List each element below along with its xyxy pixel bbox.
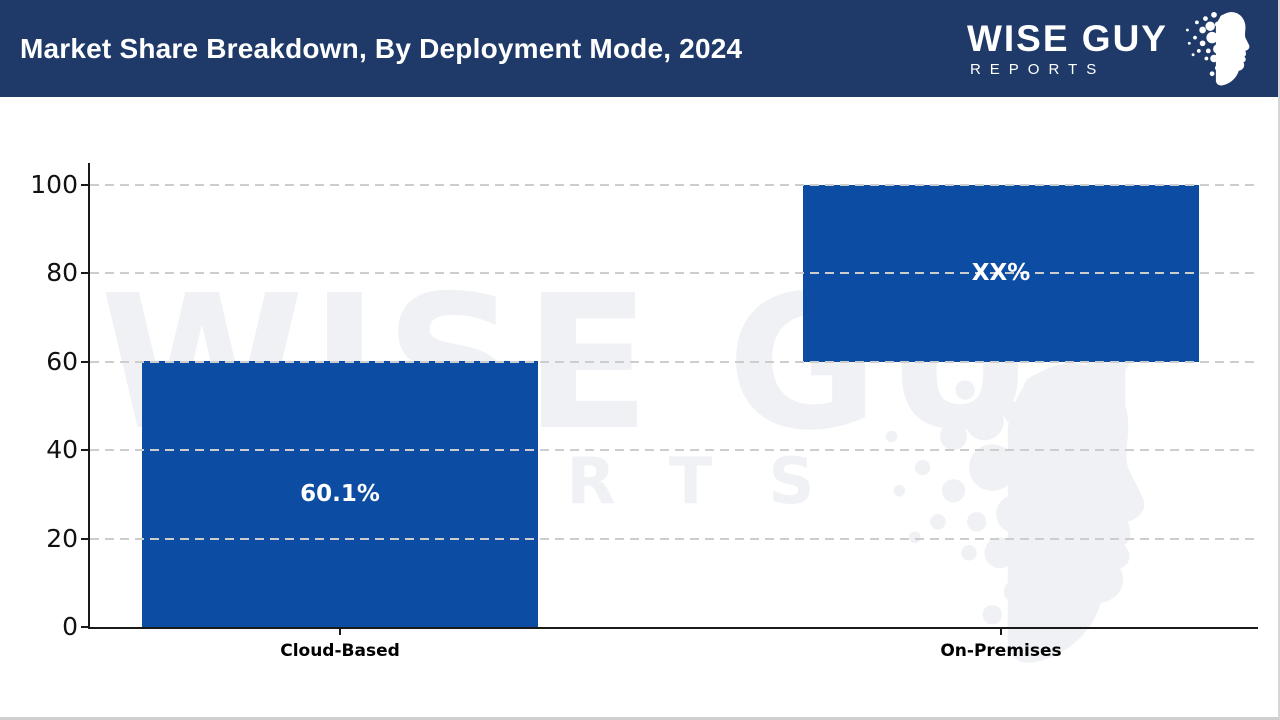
bar-cloud-based bbox=[142, 361, 538, 627]
page-title: Market Share Breakdown, By Deployment Mo… bbox=[20, 32, 743, 64]
y-tick-label: 60 bbox=[46, 346, 78, 376]
y-tick-label: 20 bbox=[46, 523, 78, 553]
header-bar: Market Share Breakdown, By Deployment Mo… bbox=[0, 0, 1278, 97]
bar-chart: WISE GUY REPORTS 02040608010060.1%Cloud-… bbox=[0, 97, 1278, 717]
y-tick-mark bbox=[81, 626, 90, 628]
y-tick-label: 80 bbox=[46, 258, 78, 288]
x-category-label: On-Premises bbox=[940, 641, 1062, 661]
x-tick-mark bbox=[339, 627, 341, 635]
y-tick-label: 0 bbox=[62, 612, 78, 641]
gridline bbox=[90, 360, 1257, 363]
y-tick-label: 40 bbox=[46, 435, 78, 465]
gridline bbox=[90, 272, 1257, 275]
y-axis-line bbox=[88, 163, 90, 629]
logo-head-icon bbox=[1185, 11, 1250, 85]
y-tick-label: 100 bbox=[30, 170, 78, 199]
gridline bbox=[90, 184, 1257, 186]
x-tick-mark bbox=[1000, 627, 1002, 635]
bar-value-label: 60.1% bbox=[300, 481, 380, 508]
logo-wordmark: WISE GUY REPORTS bbox=[967, 20, 1168, 78]
y-tick-mark bbox=[81, 537, 90, 540]
x-category-label: Cloud-Based bbox=[280, 641, 400, 661]
y-tick-mark bbox=[81, 272, 90, 275]
logo-name: WISE GUY bbox=[966, 17, 1168, 59]
logo-subtitle: REPORTS bbox=[969, 60, 1106, 78]
gridline bbox=[90, 537, 1257, 540]
brand-logo: WISE GUY REPORTS bbox=[967, 8, 1252, 90]
bar-value-label: XX% bbox=[971, 260, 1031, 287]
y-tick-mark bbox=[81, 184, 90, 186]
x-axis-line bbox=[88, 627, 1258, 629]
y-tick-mark bbox=[81, 360, 90, 363]
gridline bbox=[90, 449, 1257, 452]
y-tick-mark bbox=[81, 449, 90, 452]
